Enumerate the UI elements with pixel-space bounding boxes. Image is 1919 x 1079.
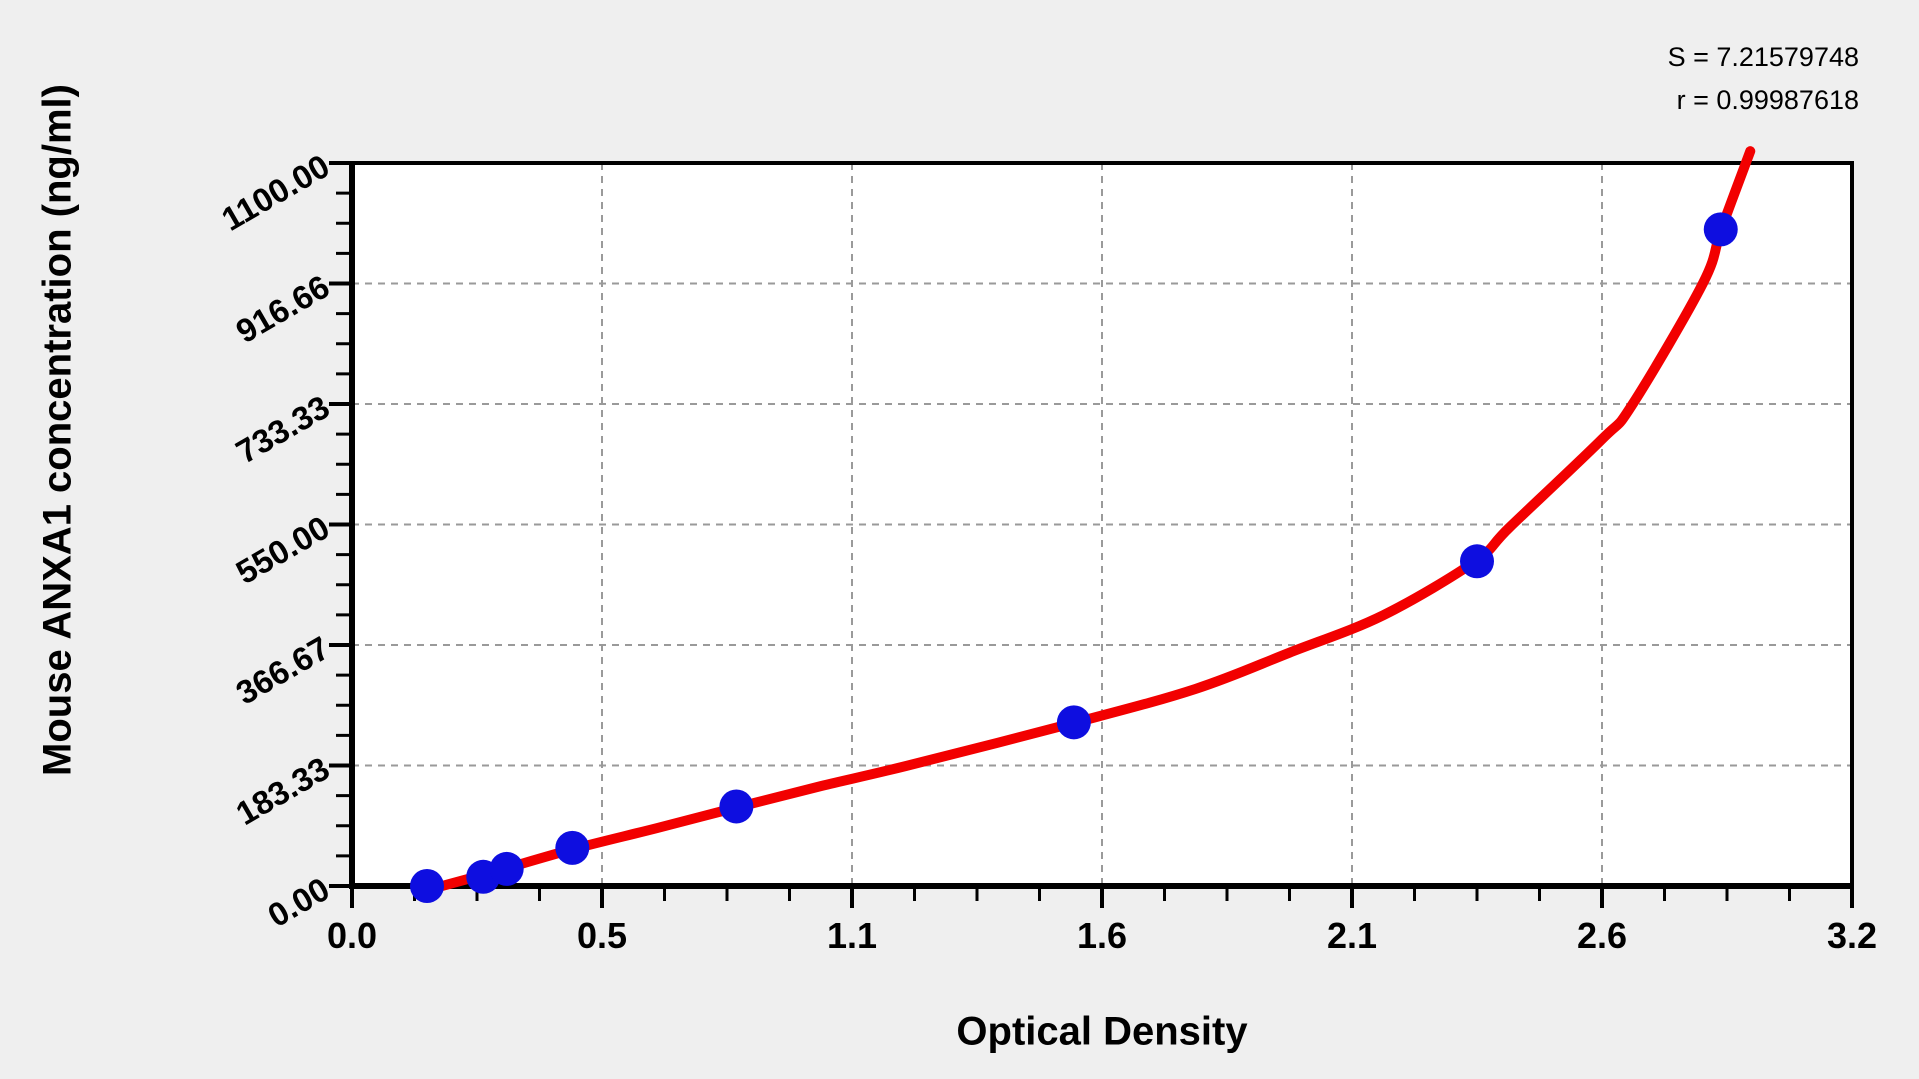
x-axis-title: Optical Density	[956, 1009, 1248, 1054]
data-point	[410, 869, 444, 903]
svg-text:3.2: 3.2	[1827, 915, 1877, 956]
svg-text:1.6: 1.6	[1077, 915, 1127, 956]
y-axis-title: Mouse ANXA1 concentration (ng/ml)	[35, 84, 80, 776]
svg-text:183.33: 183.33	[230, 750, 336, 833]
x-tick-labels: 0.0 0.5 1.1 1.6 2.1 2.6 3.2	[327, 915, 1877, 956]
svg-text:0.00: 0.00	[261, 870, 335, 934]
standard-points	[410, 212, 1738, 903]
data-point	[1460, 544, 1494, 579]
svg-text:0.0: 0.0	[327, 915, 377, 956]
svg-text:0.5: 0.5	[577, 915, 627, 956]
fit-statistic-r: r = 0.99987618	[1676, 85, 1859, 115]
fit-curve	[424, 146, 1756, 895]
fit-statistic-s: S = 7.21579748	[1667, 42, 1859, 72]
gridlines	[352, 163, 1852, 886]
axes-frame	[349, 161, 1854, 889]
svg-text:2.1: 2.1	[1327, 915, 1377, 956]
svg-text:916.66: 916.66	[230, 268, 336, 351]
data-point	[1056, 705, 1091, 740]
axis-ticks	[329, 161, 1854, 908]
svg-text:2.6: 2.6	[1577, 915, 1627, 956]
svg-text:366.67: 366.67	[230, 629, 336, 712]
svg-text:1100.00: 1100.00	[215, 147, 335, 238]
data-point	[1703, 212, 1738, 247]
svg-text:550.00: 550.00	[230, 509, 336, 592]
data-point	[489, 851, 524, 886]
data-point	[719, 789, 754, 824]
y-tick-labels: 0.00 183.33 366.67 550.00 733.33 916.66 1100.0…	[215, 147, 335, 934]
svg-text:733.33: 733.33	[230, 388, 336, 471]
data-point	[555, 830, 590, 865]
svg-text:1.1: 1.1	[827, 915, 877, 956]
fit-statistics: S = 7.21579748 r = 0.99987618	[1668, 36, 1859, 122]
